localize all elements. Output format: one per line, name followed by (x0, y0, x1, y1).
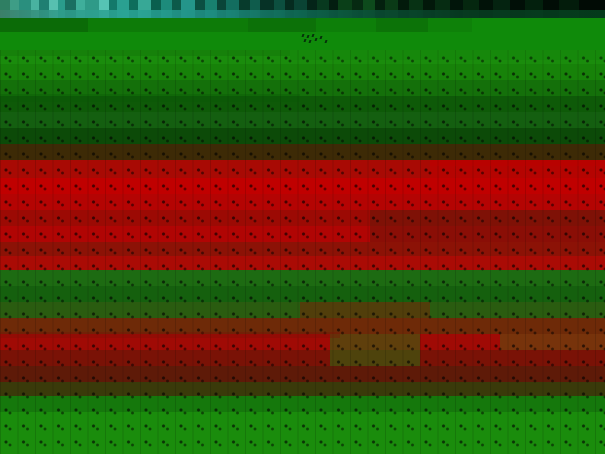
header-glyph-mark (308, 40, 312, 43)
row-band-green (0, 396, 605, 412)
variation-patch (500, 334, 605, 350)
title-bar-block (49, 0, 58, 18)
row-band-green (0, 64, 605, 80)
row-band-green-dark (0, 270, 605, 286)
variation-patch (370, 210, 605, 242)
header-shade-block (248, 18, 316, 32)
row-band-green-dark (0, 286, 605, 302)
row-band-green-dark (0, 96, 605, 112)
row-band-red (0, 194, 605, 210)
title-bar-block (129, 0, 138, 18)
variation-patch (430, 160, 605, 178)
title-bar-block (0, 0, 10, 18)
title-bar-block (195, 0, 205, 18)
row-band-red (0, 178, 605, 194)
row-band-transition (0, 382, 605, 396)
title-bar-block (398, 0, 409, 18)
title-bar-block (239, 0, 250, 18)
title-bar-block (65, 0, 76, 18)
row-band-green (0, 412, 605, 454)
header-shade-block (88, 18, 248, 32)
row-band-red-dark (0, 242, 605, 256)
row-band-red-deep (0, 366, 605, 382)
header-shade-block (316, 18, 376, 32)
title-bar-block (352, 0, 363, 18)
row-band-transition (0, 144, 605, 160)
grid-body (0, 50, 605, 454)
corrupted-title-bar (0, 0, 605, 18)
row-band-red-dark (0, 350, 605, 366)
title-bar-block (10, 0, 19, 18)
row-band-green (0, 50, 605, 64)
title-bar-block (250, 0, 260, 18)
title-bar-block (109, 0, 117, 18)
title-bar-block (307, 0, 317, 18)
green-header-band (0, 18, 605, 50)
title-bar-block (58, 0, 65, 18)
row-band-red (0, 256, 605, 270)
title-bar-block (39, 0, 49, 18)
row-band-red-dark (0, 318, 605, 334)
header-glyph-mark (301, 34, 305, 37)
row-band-green-deep (0, 128, 605, 144)
header-glyph-mark (303, 39, 307, 42)
title-bar-block (274, 0, 285, 18)
header-glyph-mark (319, 36, 323, 39)
title-bar-block (285, 0, 294, 18)
header-glyph-mark (314, 38, 318, 41)
title-bar-block (151, 0, 161, 18)
variation-patch (300, 302, 430, 318)
title-bar-block (217, 0, 226, 18)
header-glyph-cluster (300, 34, 340, 46)
title-bar-block (375, 0, 385, 18)
title-bar-artifact-row (0, 10, 605, 18)
title-bar-block (161, 0, 172, 18)
variation-patch (330, 334, 420, 366)
row-band-green-dark (0, 112, 605, 128)
row-band-green-dim (0, 80, 605, 96)
title-bar-block (329, 0, 338, 18)
header-shade-block (376, 18, 428, 32)
title-bar-block (76, 0, 85, 18)
header-shade-block (0, 18, 88, 32)
header-glyph-mark (311, 34, 315, 37)
title-bar-block (172, 0, 181, 18)
header-shade-block (428, 18, 472, 32)
title-bar-block (99, 0, 109, 18)
header-glyph-mark (306, 35, 310, 38)
title-bar-block (31, 0, 39, 18)
header-glyph-mark (324, 40, 328, 43)
